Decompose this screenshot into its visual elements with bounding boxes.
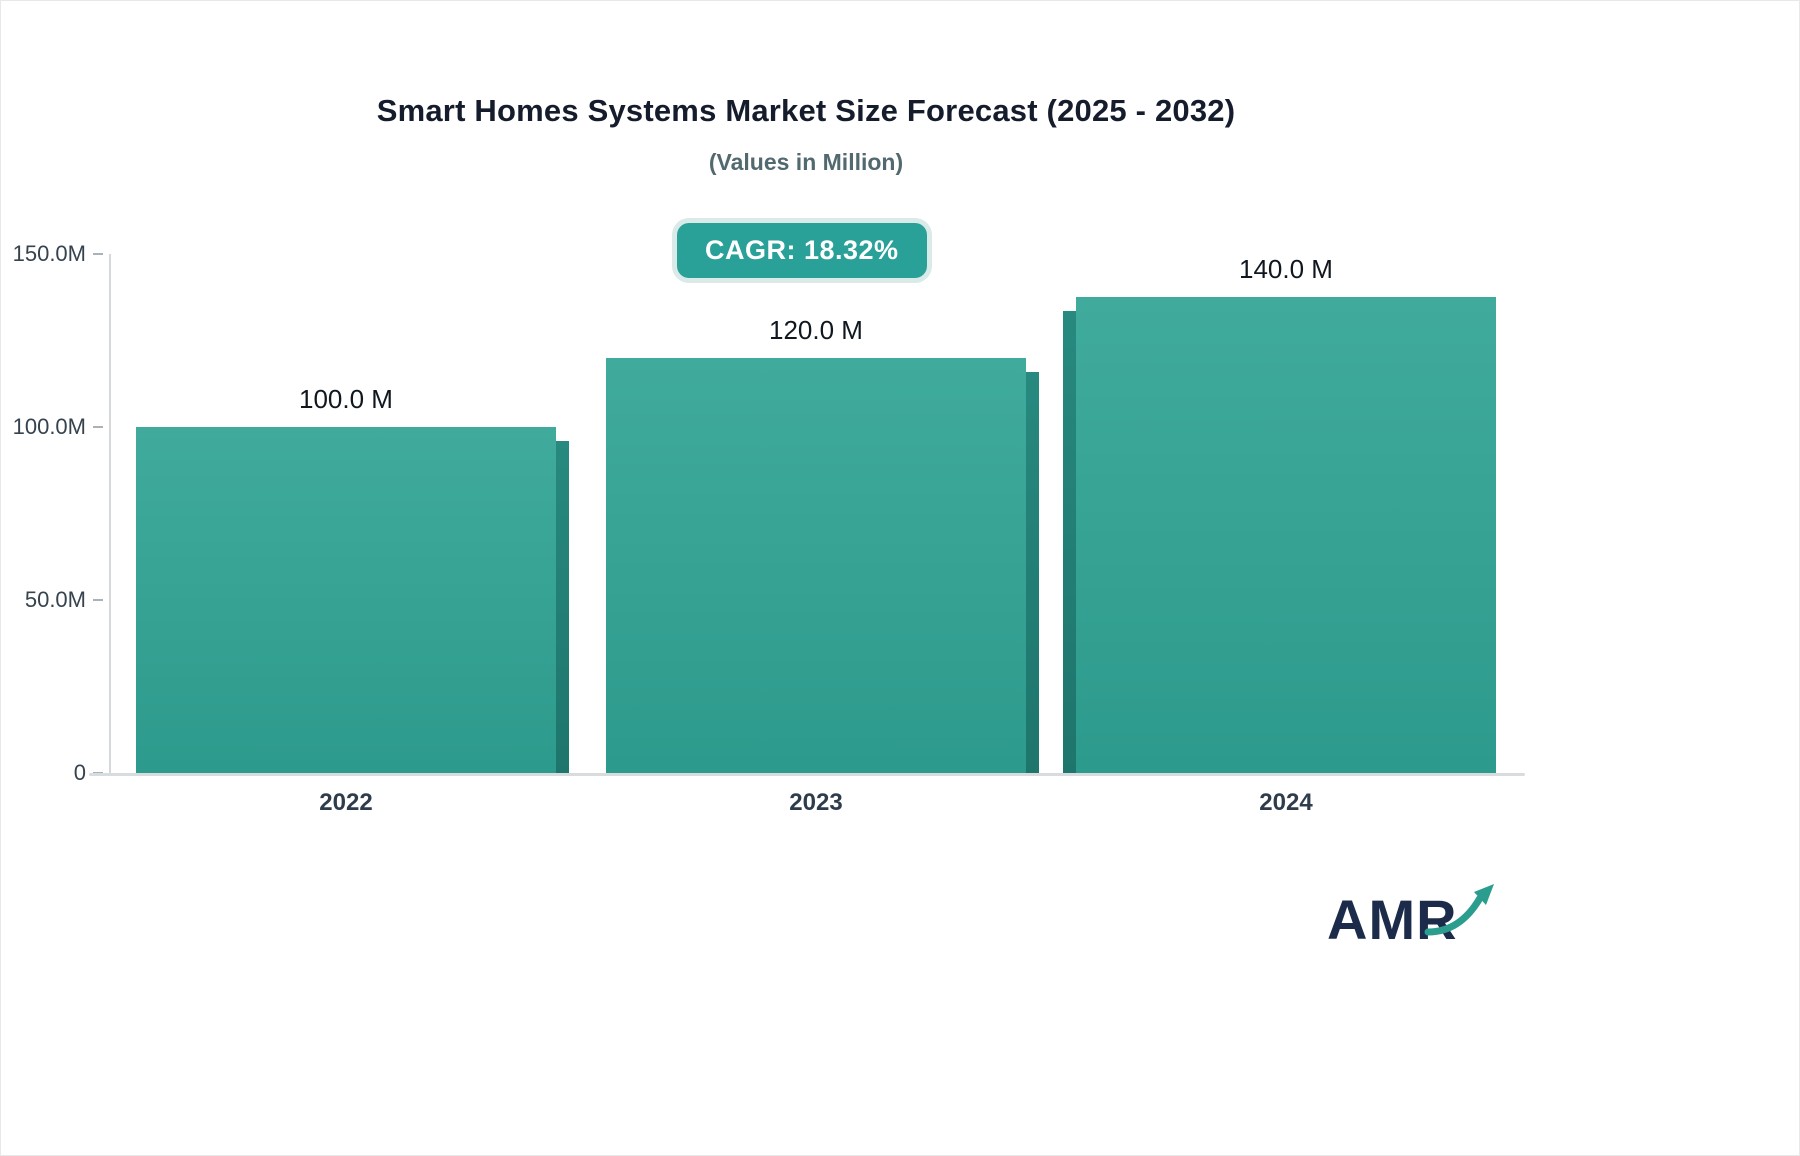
y-tick: 0 — [1, 760, 103, 786]
bar-value-label: 140.0 M — [1239, 254, 1333, 284]
x-axis-label-2022: 2022 — [319, 789, 373, 816]
bar-2022 — [136, 427, 569, 773]
x-axis-label-2024: 2024 — [1259, 789, 1313, 816]
y-tick-mark — [93, 253, 103, 255]
bar-3d-edge — [1026, 371, 1039, 773]
bar-3d-edge — [556, 441, 569, 773]
bar-2023 — [606, 357, 1039, 773]
amr-logo-arrow-icon — [1424, 883, 1494, 935]
y-tick: 150.0M — [1, 241, 103, 267]
x-axis-label-2023: 2023 — [789, 789, 843, 816]
bar-3d-edge — [1063, 311, 1076, 773]
chart-subtitle: (Values in Million) — [708, 149, 904, 175]
y-tick-mark — [93, 599, 103, 601]
y-tick: 100.0M — [1, 414, 103, 440]
chart-title: Smart Homes Systems Market Size Forecast… — [376, 93, 1236, 128]
bar-2024 — [1063, 297, 1496, 773]
y-tick-label: 50.0M — [24, 587, 86, 612]
plot-area: 100.0 M 120.0 M 140.0 M — [111, 254, 1521, 773]
y-tick-label: 0 — [73, 760, 86, 785]
y-tick-label: 100.0M — [12, 414, 86, 439]
plot-wrapper: 150.0M 100.0M 50.0M 0 100.0 M 120.0 M 140.0 M… — [13, 241, 1525, 816]
x-axis-labels: 2022 2023 2024 — [111, 789, 1521, 817]
bar-value-label: 100.0 M — [299, 384, 393, 414]
amr-logo-text: AMR — [1327, 888, 1458, 951]
bar-column-2022: 100.0 M — [136, 254, 569, 773]
y-tick-mark — [93, 426, 103, 428]
bar-value-label: 120.0 M — [769, 314, 863, 345]
x-axis-line — [89, 773, 1525, 776]
y-tick-label: 150.0M — [12, 241, 86, 266]
y-axis-line — [109, 254, 111, 773]
bar-column-2024: 140.0 M — [1063, 254, 1496, 773]
amr-logo: AMR — [1327, 883, 1498, 952]
bar-column-2023: 120.0 M — [606, 254, 1039, 773]
cagr-badge-label: CAGR: 18.32% — [705, 235, 899, 265]
y-axis: 150.0M 100.0M 50.0M 0 — [1, 241, 103, 785]
y-tick: 50.0M — [1, 587, 103, 613]
cagr-badge: CAGR: 18.32% — [677, 223, 927, 278]
